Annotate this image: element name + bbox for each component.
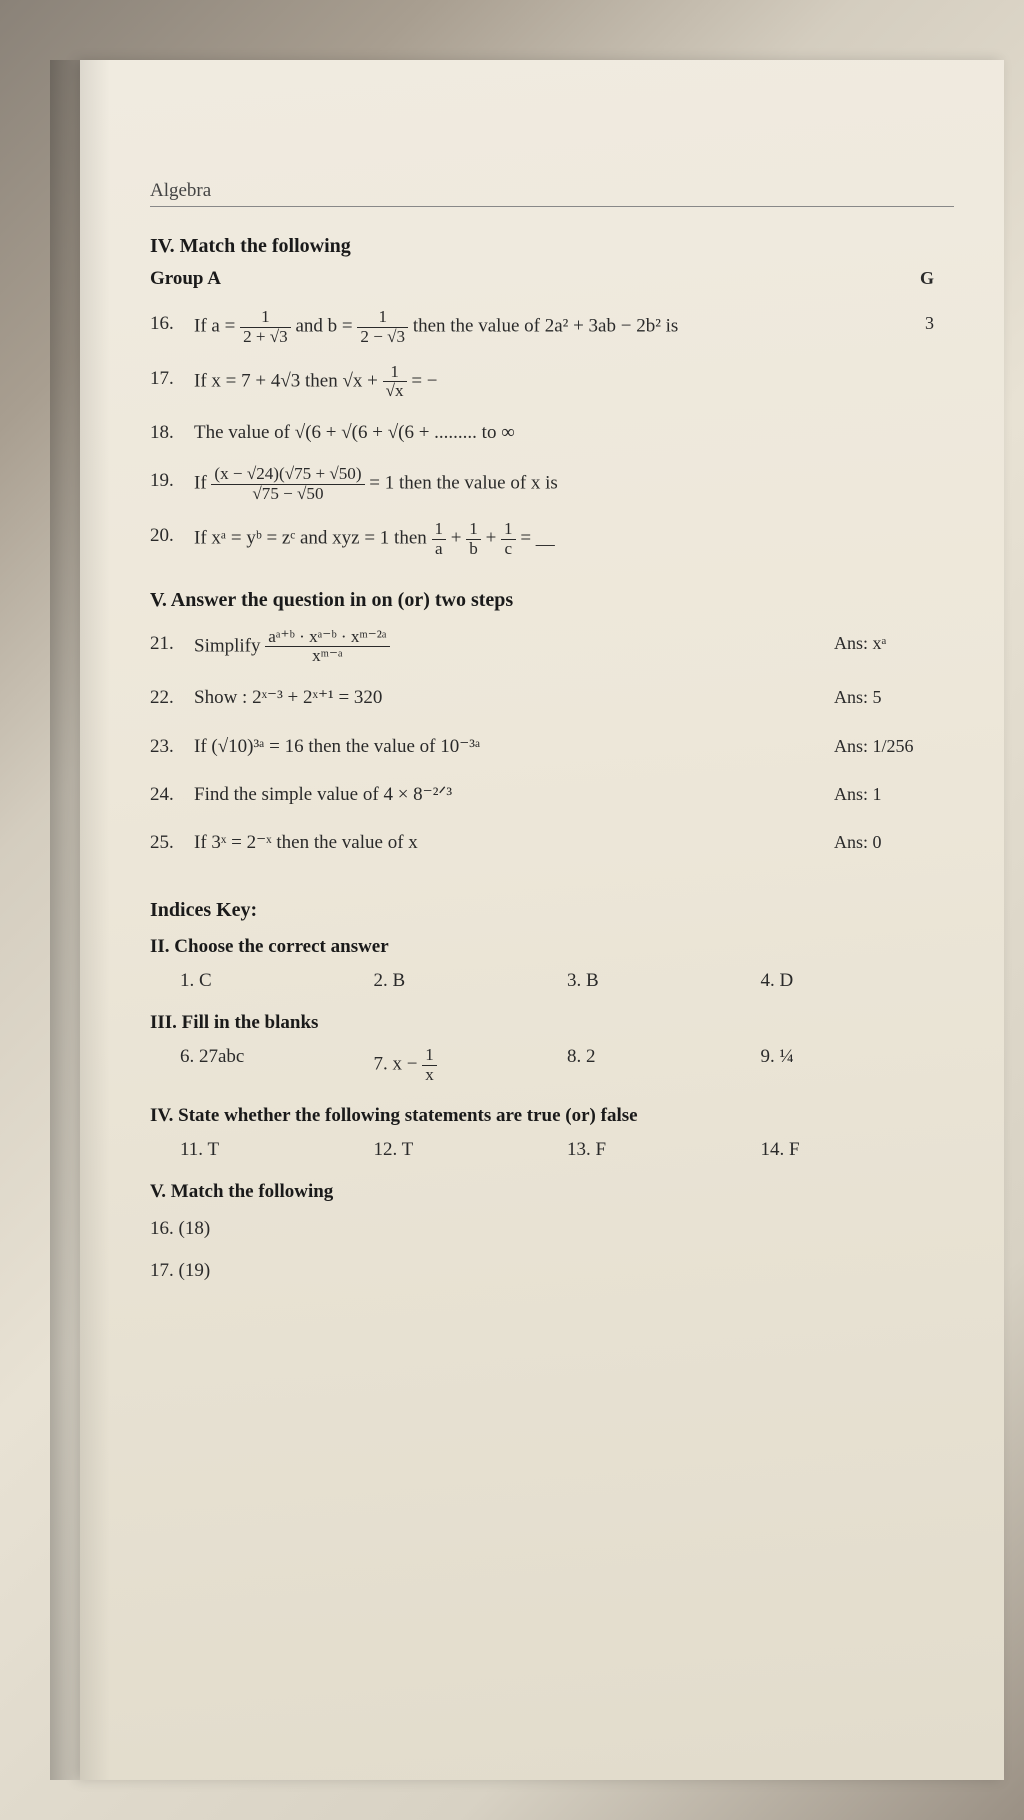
- fraction: aᵃ⁺ᵇ · xᵃ⁻ᵇ · xᵐ⁻²ᵃ xᵐ⁻ᵃ: [265, 628, 389, 667]
- question-18: 18. The value of √(6 + √(6 + √(6 + .....…: [150, 417, 954, 449]
- group-a-label: Group A G: [150, 268, 954, 290]
- qnum: 22.: [150, 682, 194, 714]
- fraction: (x − √24)(√75 + √50) √75 − √50: [211, 465, 364, 504]
- fraction: 1 x: [422, 1046, 437, 1085]
- key-s4-head: IV. State whether the following statemen…: [150, 1105, 954, 1127]
- key-item: 11. T: [180, 1139, 374, 1161]
- fraction: 1 √x: [383, 363, 407, 402]
- qnum: 24.: [150, 779, 194, 811]
- key-item: 12. T: [374, 1139, 568, 1161]
- key-item: 7. x − 1 x: [374, 1046, 568, 1085]
- fraction: 1 2 + √3: [240, 308, 291, 347]
- key-s2-head: II. Choose the correct answer: [150, 936, 954, 958]
- qnum: 23.: [150, 731, 194, 763]
- qnum: 17.: [150, 363, 194, 395]
- fraction: 1b: [466, 520, 481, 559]
- qnum: 25.: [150, 827, 194, 859]
- fraction: 1 2 − √3: [357, 308, 408, 347]
- fraction: 1a: [432, 520, 447, 559]
- qnum: 21.: [150, 628, 194, 660]
- key-item: 8. 2: [567, 1046, 761, 1085]
- key-s3-head: III. Fill in the blanks: [150, 1012, 954, 1034]
- key-item: 14. F: [761, 1139, 955, 1161]
- key-s5-head: V. Match the following: [150, 1181, 954, 1203]
- answer: Ans: xᵃ: [814, 628, 954, 659]
- question-25: 25. If 3ˣ = 2⁻ˣ then the value of x Ans:…: [150, 827, 954, 859]
- key-item: 6. 27abc: [180, 1046, 374, 1085]
- key-item: 17. (19): [150, 1255, 954, 1287]
- answer: Ans: 1: [814, 779, 954, 810]
- page: Algebra IV. Match the following Group A …: [80, 60, 1004, 1780]
- answer: Ans: 5: [814, 682, 954, 713]
- indices-key-title: Indices Key:: [150, 899, 954, 922]
- key-item: 4. D: [761, 970, 955, 992]
- key-item: 16. (18): [150, 1213, 954, 1245]
- section-4-head: IV. Match the following: [150, 235, 954, 258]
- qnum: 19.: [150, 465, 194, 497]
- answer: Ans: 0: [814, 827, 954, 858]
- q16-right: 3: [925, 308, 934, 339]
- key-item: 9. ¼: [761, 1046, 955, 1085]
- answer: Ans: 1/256: [814, 731, 954, 762]
- question-16: 16. If a = 1 2 + √3 and b = 1 2 − √3 the…: [150, 308, 954, 347]
- qnum: 16.: [150, 308, 194, 340]
- subject-label: Algebra: [150, 180, 211, 201]
- key-row: 6. 27abc 7. x − 1 x 8. 2 9. ¼: [180, 1046, 954, 1085]
- key-item: 2. B: [374, 970, 568, 992]
- question-24: 24. Find the simple value of 4 × 8⁻²ᐟ³ A…: [150, 779, 954, 811]
- key-row: 1. C 2. B 3. B 4. D: [180, 970, 954, 992]
- question-20: 20. If xᵃ = yᵇ = zᶜ and xyz = 1 then 1a …: [150, 520, 954, 559]
- fraction: 1c: [501, 520, 516, 559]
- key-row: 11. T 12. T 13. F 14. F: [180, 1139, 954, 1161]
- question-19: 19. If (x − √24)(√75 + √50) √75 − √50 = …: [150, 465, 954, 504]
- qnum: 18.: [150, 417, 194, 449]
- key-item: 13. F: [567, 1139, 761, 1161]
- key-item: 1. C: [180, 970, 374, 992]
- question-22: 22. Show : 2ˣ⁻³ + 2ˣ⁺¹ = 320 Ans: 5: [150, 682, 954, 714]
- qnum: 20.: [150, 520, 194, 552]
- section-5-head: V. Answer the question in on (or) two st…: [150, 589, 954, 612]
- key-item: 3. B: [567, 970, 761, 992]
- group-right-label: G: [920, 268, 934, 289]
- question-17: 17. If x = 7 + 4√3 then √x + 1 √x = −: [150, 363, 954, 402]
- page-header: Algebra: [150, 180, 954, 207]
- question-21: 21. Simplify aᵃ⁺ᵇ · xᵃ⁻ᵇ · xᵐ⁻²ᵃ xᵐ⁻ᵃ An…: [150, 628, 954, 667]
- question-23: 23. If (√10)³ᵃ = 16 then the value of 10…: [150, 731, 954, 763]
